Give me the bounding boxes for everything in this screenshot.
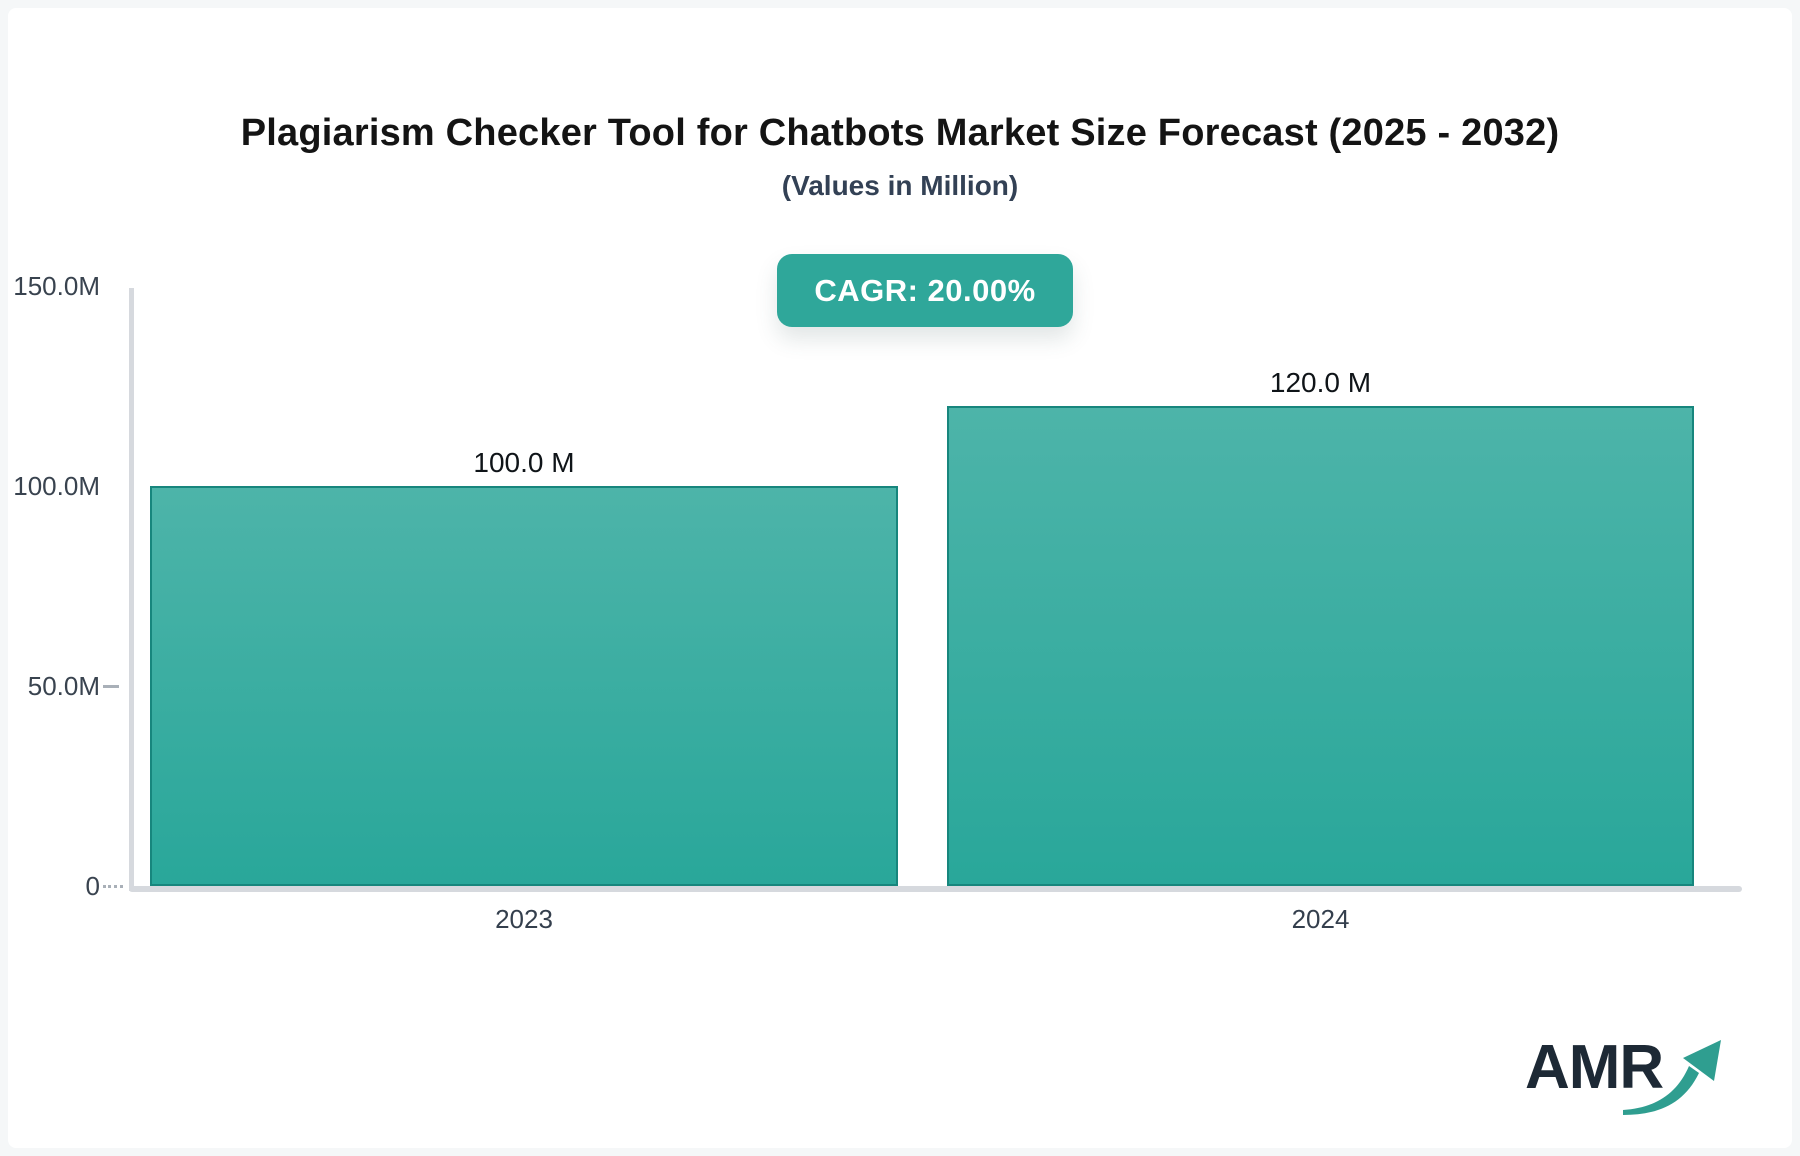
- bar-2023: 100.0 M: [150, 447, 898, 886]
- y-axis-tick-mark: [103, 685, 119, 688]
- x-axis-label-2023: 2023: [495, 904, 553, 934]
- amr-logo-text: AMR: [1525, 1033, 1664, 1102]
- chart-subtitle: (Values in Million): [781, 170, 1019, 201]
- x-axis-label-2024: 2024: [1291, 904, 1350, 934]
- y-axis-tick-label: 50.0M: [27, 671, 100, 701]
- y-axis-tick-label: 0: [85, 871, 100, 901]
- amr-logo-arrow-icon: [1623, 1040, 1721, 1115]
- chart-title: Plagiarism Checker Tool for Chatbots Mar…: [240, 112, 1560, 154]
- bar-2024-rect: [947, 406, 1694, 886]
- y-axis-tick-label: 150.0M: [13, 271, 100, 301]
- cagr-badge: CAGR: 20.00%: [777, 254, 1073, 327]
- bar-2024-value-label: 120.0 M: [1269, 367, 1372, 398]
- x-axis-line: [129, 886, 1742, 892]
- y-axis-tick-mark: [103, 885, 123, 888]
- bar-2024: 120.0 M: [947, 367, 1694, 886]
- y-axis-tick-label: 100.0M: [13, 471, 100, 501]
- bar-2023-rect: [150, 486, 898, 886]
- y-axis-line: [129, 288, 134, 891]
- amr-logo: AMR: [1525, 1030, 1721, 1120]
- bar-2023-value-label: 100.0 M: [473, 447, 575, 478]
- cagr-badge-label: CAGR: 20.00%: [814, 272, 1036, 308]
